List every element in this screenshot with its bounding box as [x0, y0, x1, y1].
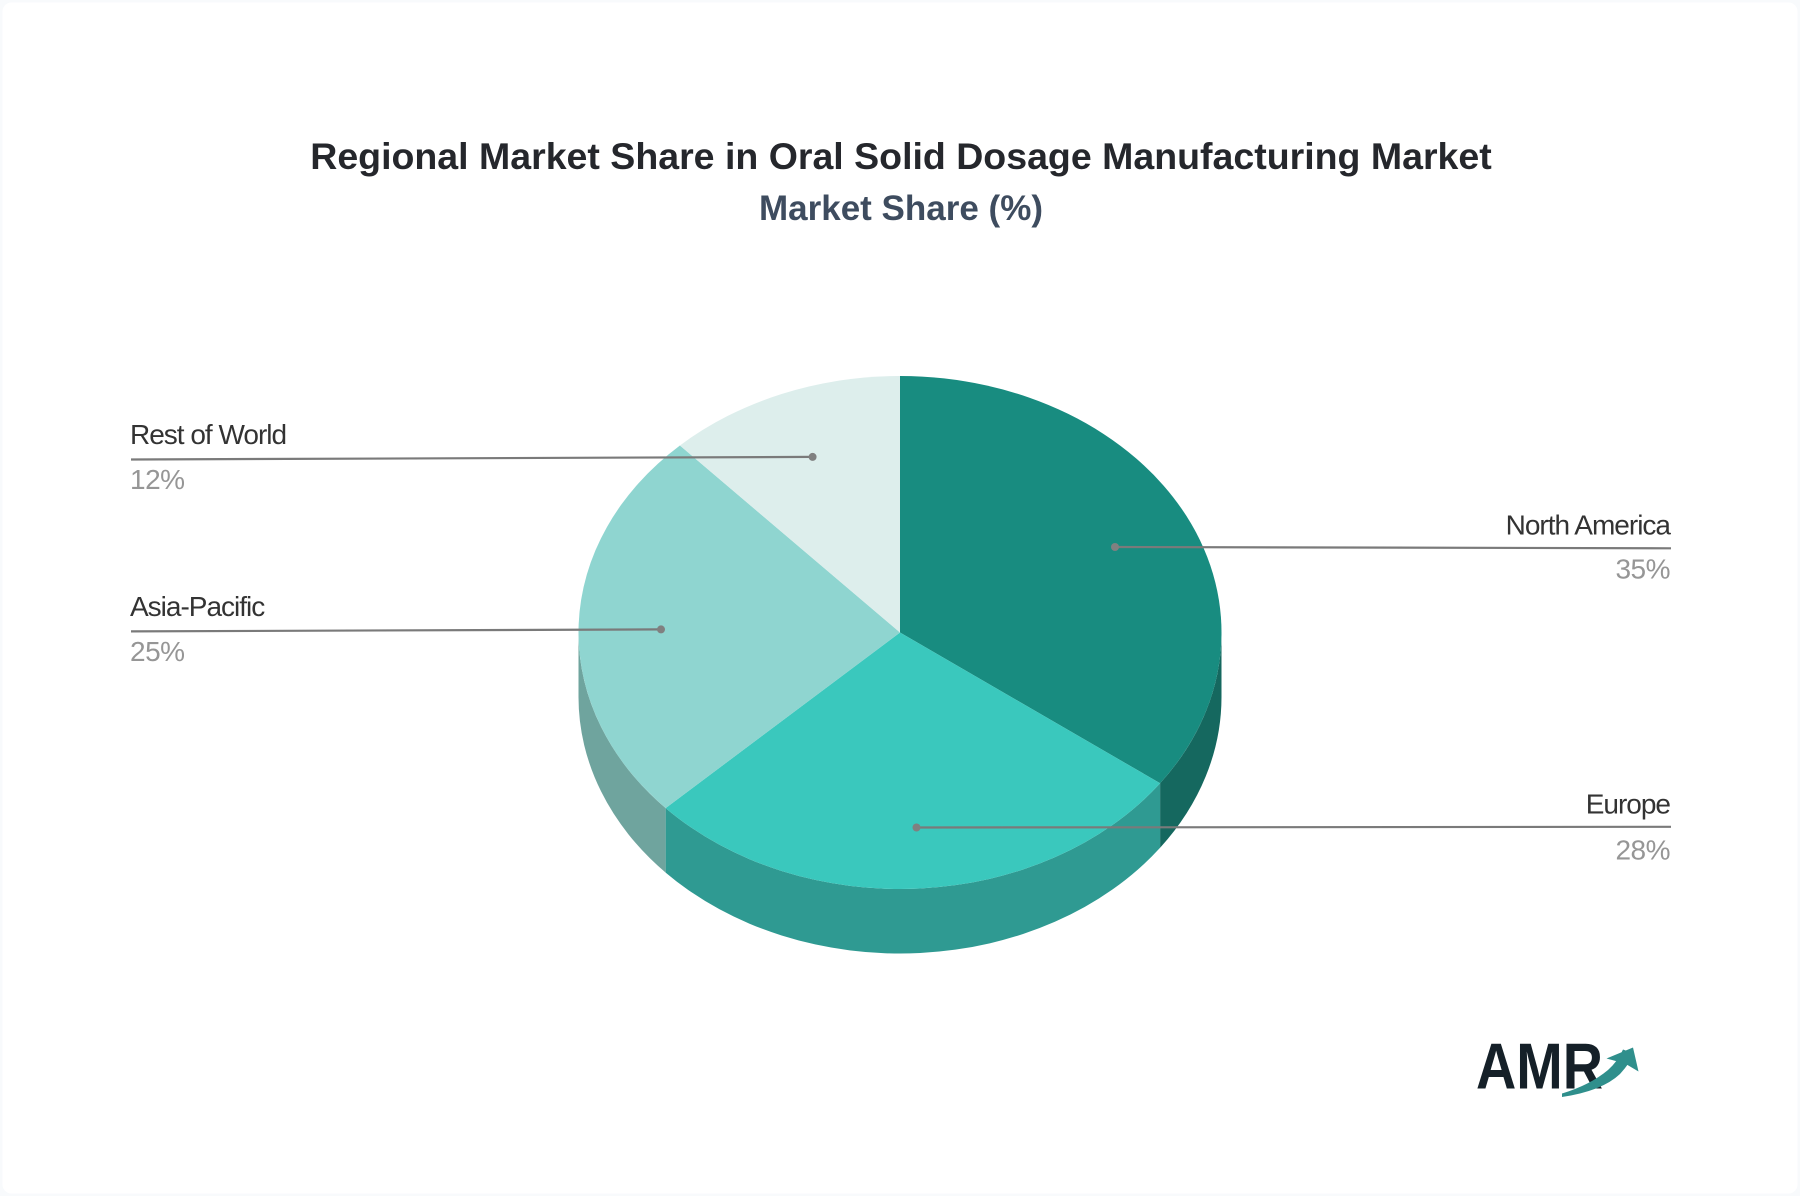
svg-text:25%: 25%	[130, 636, 185, 667]
svg-text:Asia-Pacific: Asia-Pacific	[130, 591, 265, 622]
svg-text:12%: 12%	[130, 464, 185, 495]
svg-text:35%: 35%	[1615, 553, 1670, 584]
svg-text:Market Share (%): Market Share (%)	[759, 189, 1043, 228]
svg-text:Regional Market Share in Oral: Regional Market Share in Oral Solid Dosa…	[310, 135, 1492, 177]
svg-text:North America: North America	[1506, 510, 1672, 541]
svg-text:Europe: Europe	[1586, 789, 1671, 820]
svg-text:28%: 28%	[1615, 835, 1670, 866]
svg-text:Rest of World: Rest of World	[130, 419, 286, 450]
